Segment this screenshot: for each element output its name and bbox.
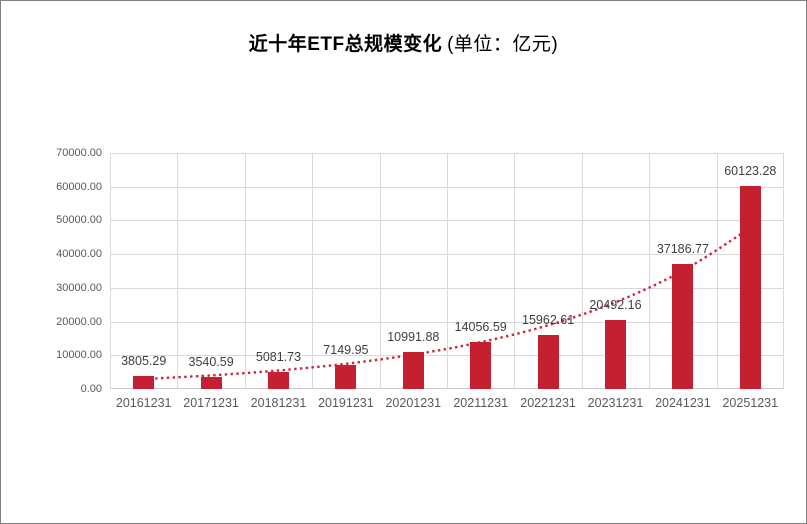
bar-20181231 (268, 371, 289, 389)
y-tick-label: 30000.00 (56, 281, 102, 294)
bar-value-label: 10991.88 (387, 329, 440, 344)
gridline-vertical (447, 153, 448, 389)
gridline-vertical (783, 153, 784, 389)
gridline-vertical (514, 153, 515, 389)
bar-20251231 (739, 186, 761, 389)
x-tick-label: 20221231 (520, 396, 576, 410)
bar-value-label: 14056.59 (454, 319, 507, 334)
bar-value-label: 60123.28 (724, 164, 777, 179)
chart-title-main: 近十年ETF总规模变化 (248, 34, 443, 55)
y-tick-label: 70000.00 (56, 147, 102, 159)
y-tick-label: 50000.00 (56, 214, 102, 227)
plot-area: 3805.29 3540.59 5081.73 7149.95 10991.88 1405… (110, 153, 784, 389)
bar-value-label: 15962.61 (522, 313, 575, 328)
bar-value-label: 7149.95 (323, 342, 369, 357)
bar-20211231 (470, 341, 492, 389)
x-tick-label: 20231231 (587, 396, 644, 410)
x-tick-label: 20201231 (385, 396, 442, 410)
bar-20191231 (335, 364, 357, 389)
x-tick-label: 20211231 (453, 396, 509, 410)
trendline-dotted-curve (143, 226, 751, 381)
gridline-vertical (717, 153, 718, 389)
chart-title: 近十年ETF总规模变化 (单位：亿元) (1, 29, 806, 56)
x-tick-label: 20181231 (250, 396, 307, 410)
y-tick-label: 20000.00 (56, 315, 102, 328)
gridline-vertical (380, 153, 381, 389)
gridline-vertical (177, 153, 178, 389)
bar-value-label: 20492.16 (589, 297, 642, 312)
chart-title-unit: (单位：亿元) (447, 34, 559, 55)
bar-20231231 (605, 319, 626, 389)
x-tick-label: 20241231 (655, 396, 711, 410)
x-tick-label: 20161231 (115, 396, 172, 410)
y-tick-label: 10000.00 (56, 349, 102, 362)
gridline-vertical (110, 153, 111, 389)
gridline-vertical (582, 153, 583, 389)
bar-value-label: 5081.73 (255, 349, 302, 364)
x-tick-label: 20191231 (318, 396, 374, 410)
bar-20201231 (402, 351, 424, 389)
gridline-vertical (312, 153, 313, 389)
bar-20161231 (133, 376, 155, 389)
bar-value-label: 3805.29 (121, 354, 167, 369)
bar-20171231 (200, 377, 222, 389)
y-tick-label: 60000.00 (56, 180, 102, 193)
y-tick-label: 0.00 (80, 383, 102, 395)
gridline-vertical (245, 153, 246, 389)
bar-value-label: 37186.77 (656, 241, 709, 256)
bar-20241231 (672, 263, 694, 389)
x-tick-label: 20251231 (722, 396, 779, 410)
bar-value-label: 3540.59 (188, 355, 234, 370)
trendline-path (143, 226, 751, 381)
bar-20221231 (537, 335, 559, 389)
y-tick-label: 40000.00 (56, 248, 102, 261)
gridline-vertical (649, 153, 650, 389)
x-tick-label: 20171231 (183, 396, 239, 410)
